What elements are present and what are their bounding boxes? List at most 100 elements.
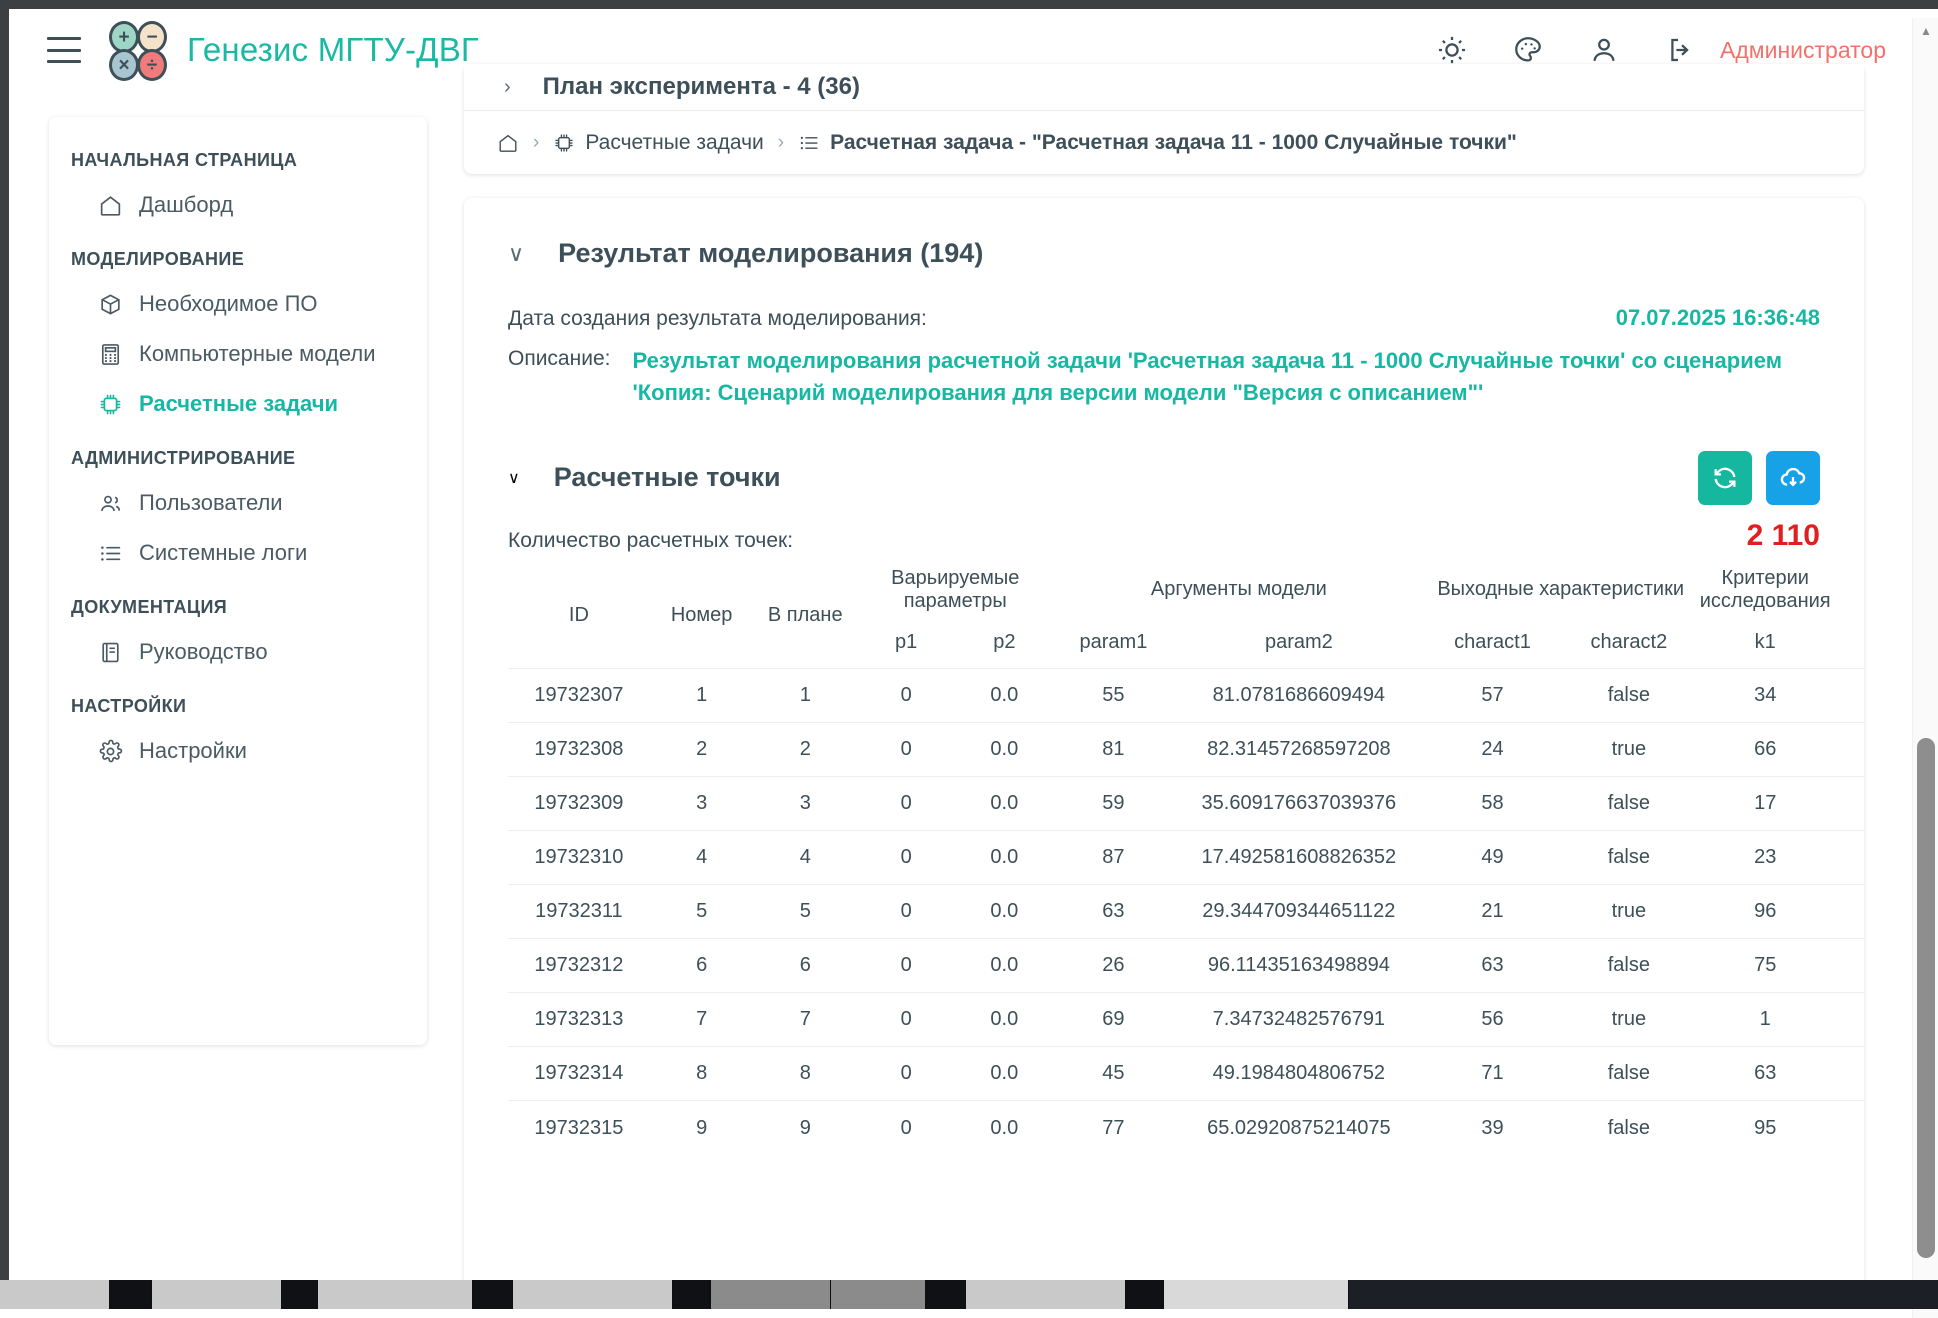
user-label[interactable]: Администратор [1720, 37, 1886, 64]
cell-in-plan: 8 [753, 1047, 857, 1101]
sidebar-item-manual[interactable]: Руководство [49, 627, 427, 677]
logout-icon[interactable] [1664, 34, 1696, 66]
chevron-down-icon[interactable]: ∨ [508, 468, 520, 488]
sidebar-group-title: АДМИНИСТРИРОВАНИЕ [49, 429, 427, 478]
cell-param2: 65.02920875214075 [1173, 1101, 1424, 1155]
taskbar-item[interactable] [966, 1280, 1126, 1309]
col-header-id[interactable]: ID [508, 563, 650, 669]
col-header-param1[interactable]: param1 [1053, 617, 1173, 669]
sidebar-item-label: Компьютерные модели [139, 341, 376, 367]
sidebar-item-calc-tasks[interactable]: Расчетные задачи [49, 379, 427, 429]
sidebar-item-label: Необходимое ПО [139, 291, 318, 317]
chevron-down-icon[interactable]: ∨ [508, 241, 524, 267]
download-button[interactable] [1766, 451, 1820, 505]
list-icon [97, 540, 123, 566]
cell-charact1: 56 [1424, 993, 1560, 1047]
breadcrumb-item-calc-tasks[interactable]: Расчетные задачи [553, 131, 763, 155]
col-header-p2[interactable]: p2 [955, 617, 1053, 669]
breadcrumb-home[interactable] [497, 132, 519, 154]
breadcrumb-item-current[interactable]: Расчетная задача - "Расчетная задача 11 … [798, 131, 1517, 155]
sidebar-item-dashboard[interactable]: Дашборд [49, 180, 427, 230]
col-header-param2[interactable]: param2 [1173, 617, 1424, 669]
taskbar-item[interactable] [282, 1280, 318, 1309]
taskbar-item[interactable] [926, 1280, 966, 1309]
taskbar-item[interactable] [473, 1280, 513, 1309]
taskbar-item[interactable] [0, 1280, 110, 1309]
scrollbar-thumb[interactable] [1917, 738, 1935, 1258]
points-table-wrapper[interactable]: ID Номер В плане Варьируемые параметры А… [508, 563, 1864, 1155]
cell-p1: 0 [857, 669, 955, 723]
sun-icon[interactable] [1436, 34, 1468, 66]
cloud-download-icon [1779, 464, 1807, 492]
cell-charact1: 39 [1424, 1101, 1560, 1155]
points-section-header: ∨ Расчетные точки [508, 451, 1820, 505]
scroll-up-arrow-icon[interactable]: ▲ [1913, 20, 1938, 42]
cell-in-plan: 3 [753, 777, 857, 831]
taskbar-item[interactable] [711, 1280, 831, 1309]
logo-divide-icon: ÷ [137, 49, 167, 81]
col-header-number[interactable]: Номер [650, 563, 754, 669]
points-count-value: 2 110 [1747, 519, 1820, 553]
taskbar-item[interactable] [152, 1280, 282, 1309]
cell-status: Ус [1833, 1047, 1864, 1101]
sidebar-item-users[interactable]: Пользователи [49, 478, 427, 528]
cell-number: 8 [650, 1047, 754, 1101]
plan-strip[interactable]: › План эксперимента - 4 (36) [464, 64, 1864, 111]
person-icon[interactable] [1588, 34, 1620, 66]
taskbar-item[interactable] [110, 1280, 152, 1309]
cell-param1: 81 [1053, 723, 1173, 777]
cell-param2: 7.34732482576791 [1173, 993, 1424, 1047]
breadcrumb: › Расчетные задачи › Расчетная задача - … [464, 111, 1864, 174]
taskbar-item[interactable] [1164, 1280, 1349, 1309]
cell-k1: 96 [1697, 885, 1833, 939]
cell-p1: 0 [857, 939, 955, 993]
cell-p2: 0.0 [955, 993, 1053, 1047]
cell-charact1: 63 [1424, 939, 1560, 993]
cell-p2: 0.0 [955, 1047, 1053, 1101]
chevron-right-icon[interactable]: › [504, 77, 511, 97]
logo-times-icon: × [109, 49, 139, 81]
cell-charact1: 24 [1424, 723, 1560, 777]
col-header-charact2[interactable]: charact2 [1561, 617, 1697, 669]
taskbar-item[interactable] [673, 1280, 711, 1309]
sidebar-item-label: Руководство [139, 639, 268, 665]
cell-param2: 17.492581608826352 [1173, 831, 1424, 885]
taskbar-item[interactable] [831, 1280, 926, 1309]
col-header-p1[interactable]: p1 [857, 617, 955, 669]
palette-icon[interactable] [1512, 34, 1544, 66]
sidebar-item-system-logs[interactable]: Системные логи [49, 528, 427, 578]
taskbar-item[interactable] [1126, 1280, 1164, 1309]
col-header-k1[interactable]: k1 [1697, 617, 1833, 669]
cell-charact1: 57 [1424, 669, 1560, 723]
os-taskbar [0, 1280, 1938, 1309]
sidebar-item-settings[interactable]: Настройки [49, 726, 427, 776]
taskbar-item[interactable] [513, 1280, 673, 1309]
cell-param2: 82.31457268597208 [1173, 723, 1424, 777]
result-section-header[interactable]: ∨ Результат моделирования (194) [508, 238, 1820, 269]
cell-in-plan: 4 [753, 831, 857, 885]
cell-id: 19732315 [508, 1101, 650, 1155]
sidebar-item-label: Настройки [139, 738, 247, 764]
plan-title: План эксперимента - 4 (36) [543, 73, 860, 101]
table-row[interactable]: 197323137700.0697.3473248257679156true1У… [508, 993, 1864, 1047]
vertical-scrollbar[interactable]: ▲ ▼ [1912, 18, 1938, 1318]
sidebar-item-software[interactable]: Необходимое ПО [49, 279, 427, 329]
browser-chrome-top [0, 0, 1938, 9]
sidebar-item-computer-models[interactable]: Компьютерные модели [49, 329, 427, 379]
col-header-charact1[interactable]: charact1 [1424, 617, 1560, 669]
taskbar-item[interactable] [318, 1280, 473, 1309]
col-header-in-plan[interactable]: В плане [753, 563, 857, 669]
refresh-button[interactable] [1698, 451, 1752, 505]
app-logo: + − × ÷ [109, 21, 171, 79]
cell-param1: 59 [1053, 777, 1173, 831]
hamburger-icon[interactable] [47, 37, 81, 63]
cell-param1: 69 [1053, 993, 1173, 1047]
